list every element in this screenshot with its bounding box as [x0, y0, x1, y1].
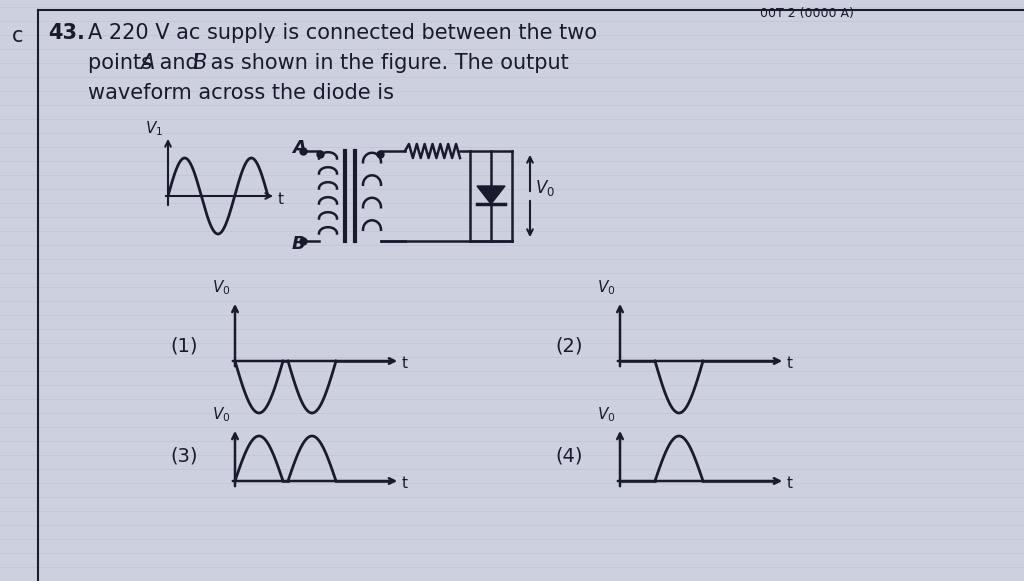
Text: $V_0$: $V_0$	[535, 178, 555, 198]
Text: 43.: 43.	[48, 23, 85, 43]
Text: 00T 2 (0000 A): 00T 2 (0000 A)	[760, 7, 854, 20]
Text: (2): (2)	[555, 336, 583, 356]
Text: A 220 V ac supply is connected between the two: A 220 V ac supply is connected between t…	[88, 23, 597, 43]
Text: $V_0$: $V_0$	[597, 406, 616, 424]
Text: t: t	[402, 476, 408, 492]
Text: B: B	[193, 53, 207, 73]
Text: as shown in the figure. The output: as shown in the figure. The output	[204, 53, 568, 73]
Text: t: t	[787, 357, 793, 371]
Text: $V_0$: $V_0$	[597, 278, 616, 297]
Text: c: c	[12, 26, 24, 46]
Text: t: t	[402, 357, 408, 371]
Text: t: t	[278, 192, 284, 206]
Text: (3): (3)	[170, 447, 198, 465]
Text: $V_1$: $V_1$	[144, 119, 163, 138]
Text: $V_0$: $V_0$	[212, 406, 231, 424]
Text: waveform across the diode is: waveform across the diode is	[88, 83, 394, 103]
Text: A: A	[140, 53, 155, 73]
Text: B: B	[292, 235, 306, 253]
Polygon shape	[477, 186, 505, 204]
Text: $V_0$: $V_0$	[212, 278, 231, 297]
Text: (4): (4)	[555, 447, 583, 465]
Text: and: and	[153, 53, 206, 73]
Text: (1): (1)	[170, 336, 198, 356]
Text: A: A	[292, 139, 306, 157]
Text: t: t	[787, 476, 793, 492]
Text: points: points	[88, 53, 159, 73]
